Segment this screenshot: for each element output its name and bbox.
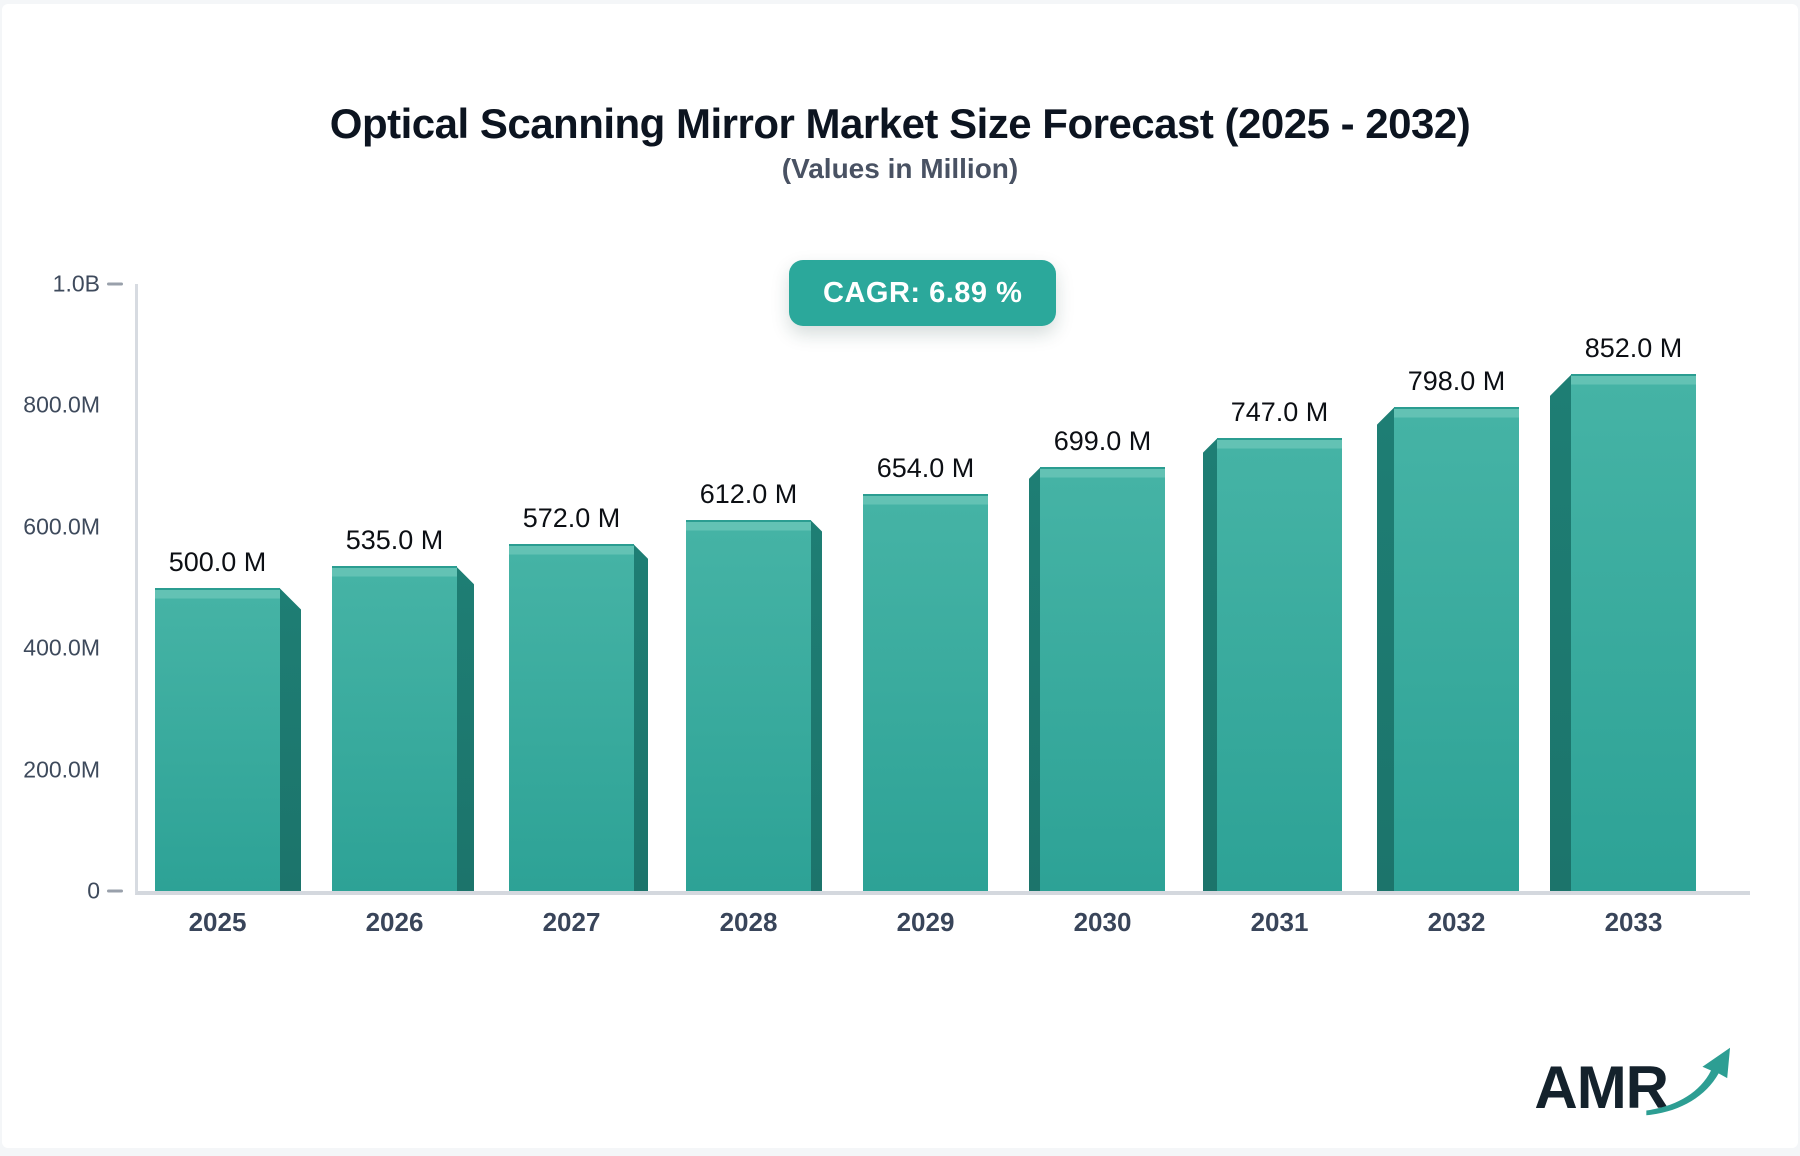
- bar-value-label: 654.0 M: [876, 453, 975, 484]
- bar-3d-side: [1377, 406, 1395, 891]
- amr-logo: AMR: [1534, 1047, 1740, 1122]
- x-axis-label: 2026: [365, 907, 424, 937]
- y-axis-label: 0: [87, 877, 100, 904]
- x-axis-label: 2033: [1604, 907, 1663, 937]
- bar-3d-side: [1550, 373, 1572, 891]
- bar-value-label: 500.0 M: [168, 546, 267, 577]
- chart-subtitle: (Values in Million): [781, 153, 1019, 184]
- y-axis-tick: [107, 889, 123, 893]
- x-axis-label: 2027: [542, 907, 601, 937]
- y-axis-label: 800.0M: [23, 391, 100, 418]
- x-axis-label: 2028: [719, 907, 778, 937]
- bar-value-label: 612.0 M: [699, 478, 798, 509]
- bar: [863, 494, 988, 891]
- chart-title: Optical Scanning Mirror Market Size Fore…: [329, 100, 1471, 147]
- y-axis-label: 600.0M: [23, 513, 100, 540]
- cagr-badge: CAGR: 6.89 %: [789, 260, 1057, 326]
- bar: [1394, 406, 1519, 891]
- bar: [332, 566, 457, 891]
- bar: [1217, 437, 1342, 891]
- x-axis-label: 2030: [1073, 907, 1132, 937]
- bar-value-label: 699.0 M: [1053, 425, 1152, 456]
- y-axis-tick: [107, 282, 123, 286]
- plot-area: 0 200.0M 400.0M 600.0M 800.0M 1.0B 500.0 M 2025…: [23, 271, 1750, 937]
- bar-value-label: 535.0 M: [345, 525, 444, 556]
- bar-value-label: 572.0 M: [522, 502, 621, 533]
- bar-3d-side: [810, 519, 822, 891]
- bar: [1040, 466, 1165, 891]
- bar-3d-side: [633, 543, 648, 891]
- bar: [1571, 373, 1696, 891]
- bar-3d-side: [1029, 466, 1041, 891]
- y-axis-label: 1.0B: [52, 270, 100, 297]
- bar-3d-side: [1203, 437, 1218, 891]
- bar-3d-side: [279, 587, 301, 891]
- bar-3d-side: [456, 566, 474, 891]
- x-axis-label: 2029: [896, 907, 955, 937]
- y-axis-label: 200.0M: [23, 756, 100, 783]
- x-axis-label: 2032: [1427, 907, 1486, 937]
- growth-arrow-icon: [1646, 1047, 1731, 1115]
- bar: [155, 587, 280, 891]
- bar: [509, 543, 634, 891]
- chart-card: Optical Scanning Mirror Market Size Fore…: [2, 4, 1798, 1148]
- bar-value-label: 798.0 M: [1407, 365, 1506, 396]
- bar-value-label: 852.0 M: [1584, 332, 1683, 363]
- x-axis-label: 2025: [188, 907, 247, 937]
- y-axis-label: 400.0M: [23, 634, 100, 661]
- x-axis-label: 2031: [1250, 907, 1309, 937]
- amr-logo-text: AMR: [1534, 1054, 1669, 1121]
- bar: [686, 519, 811, 891]
- bar-value-label: 747.0 M: [1230, 396, 1329, 427]
